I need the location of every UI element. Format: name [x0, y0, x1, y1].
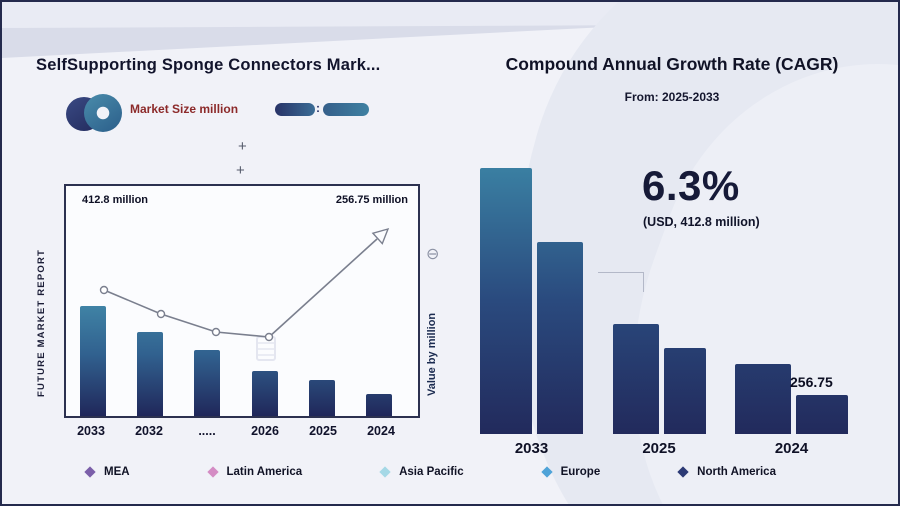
- market-size-x-axis: 2033 2032..... 2026 2025 2024: [64, 424, 420, 438]
- cagr-subtitle: From: 2025-2033: [624, 90, 720, 104]
- future-market-report-watermark: FUTURE MARKET REPORT: [36, 248, 47, 398]
- cagr-bar-group-2025: [612, 324, 706, 434]
- legend-item-mea: MEA: [84, 466, 130, 478]
- market-bar-xlabel: 2024: [367, 424, 395, 438]
- legend-item-asia-pacific: Asia Pacific: [379, 466, 464, 478]
- market-bar-2025: [308, 380, 335, 416]
- legend-label: Europe: [560, 466, 601, 478]
- legend-diamond-icon: [540, 466, 553, 478]
- legend-label: MEA: [104, 466, 130, 478]
- left-chart-title: SelfSupporting Sponge Connectors Mark...: [36, 56, 381, 74]
- market-size-bars: [80, 216, 392, 416]
- cagr-value: 6.3%: [642, 162, 740, 209]
- legend-label: North America: [697, 466, 776, 478]
- plus-icon: +: [238, 138, 247, 155]
- legend-item-north-america: North America: [677, 466, 776, 478]
- cagr-bar-2025-1: [612, 324, 659, 434]
- minus-circle-icon: ⊖: [426, 246, 440, 263]
- market-bar-2024: [365, 394, 392, 416]
- donut-segment-teal: [84, 94, 122, 132]
- gradient-pill-icon: [323, 103, 369, 116]
- market-size-legend-label: Market Size million: [130, 102, 239, 116]
- legend-label: Asia Pacific: [399, 466, 464, 478]
- gradient-pill-icon: [275, 103, 315, 116]
- cagr-bars: [480, 162, 848, 434]
- legend-diamond-icon: [379, 466, 391, 478]
- legend-diamond-icon: [677, 466, 689, 478]
- value-label-256: 256.75: [790, 374, 833, 390]
- cagr-bar-group-2033: [480, 168, 583, 434]
- market-bar-2032: [137, 332, 164, 416]
- cagr-bar-2024-1: [735, 364, 791, 434]
- market-bar-xlabel: 2033: [77, 424, 105, 438]
- legend-diamond-icon: [84, 466, 96, 478]
- cagr-usd-note: (USD, 412.8 million): [643, 215, 760, 229]
- value-by-million-axis-label: Value by million: [426, 312, 438, 396]
- market-bar-2033: [80, 306, 106, 416]
- cagr-bar-group-2024: [735, 364, 848, 434]
- market-bar-xlabel: .....: [198, 424, 216, 438]
- cagr-title: Compound Annual Growth Rate (CAGR): [505, 54, 839, 74]
- cagr-bar-2033-1: [480, 168, 532, 434]
- annotation-256-million: 256.75 million: [335, 194, 408, 206]
- cagr-bar-2033-2: [537, 242, 583, 434]
- market-bar-xlabel: 2025: [309, 424, 337, 438]
- legend-item-latin-america: Latin America: [206, 466, 303, 478]
- pill-separator: :: [316, 101, 320, 115]
- legend-item-europe: Europe: [540, 466, 601, 478]
- market-bar-.....: [194, 350, 221, 416]
- cagr-bar-2024-2: [796, 395, 848, 434]
- legend-label: Latin America: [226, 466, 303, 478]
- donut-chart-icon: [66, 94, 122, 134]
- market-bar-xlabel: 2032: [135, 424, 163, 438]
- market-bar-xlabel: 2026: [251, 424, 279, 438]
- cagr-xlabel-2033: 2033: [514, 440, 549, 457]
- cagr-bar-2025-2: [663, 348, 706, 434]
- plus-icon: +: [236, 162, 245, 179]
- step-bracket-decoration: [598, 272, 644, 292]
- region-legend: MEA Latin America Asia Pacific Europe North …: [84, 466, 776, 478]
- trend-line-arrow: [99, 227, 390, 342]
- market-bar-2026: [251, 371, 278, 416]
- cagr-xlabel-2024: 2024: [774, 440, 809, 457]
- cagr-xlabel-2025: 2025: [642, 440, 676, 457]
- cagr-x-axis: 2033 2025 2024: [480, 440, 848, 457]
- annotation-412-million: 412.8 million: [82, 194, 149, 206]
- market-size-chart-panel: 412.8 million 256.75 million: [64, 184, 420, 418]
- legend-diamond-icon: [206, 466, 219, 478]
